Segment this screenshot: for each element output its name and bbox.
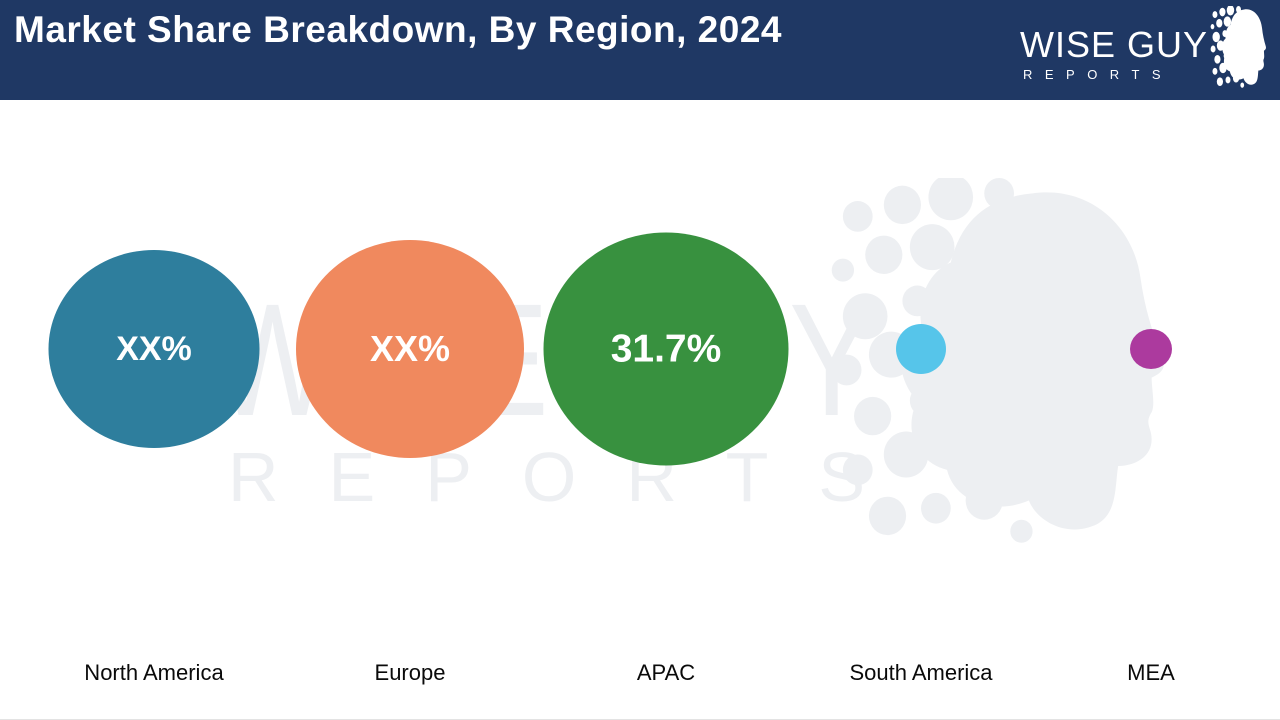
head-profile-dots-icon bbox=[1210, 6, 1266, 88]
bubble-value: 31.7% bbox=[610, 327, 722, 370]
bubble-circle: 31.7% bbox=[543, 232, 789, 466]
page-title: Market Share Breakdown, By Region, 2024 bbox=[14, 9, 782, 50]
bubble-circle: XX% bbox=[296, 240, 524, 458]
bubble-value: XX% bbox=[369, 328, 451, 369]
bubble-circle bbox=[896, 324, 946, 374]
watermark-subtitle: REPORTS bbox=[228, 438, 916, 516]
bubble-value: XX% bbox=[116, 329, 192, 368]
region-label: South America bbox=[849, 660, 993, 685]
wise-guy-logo: WISE GUY REPORTS bbox=[1020, 6, 1272, 92]
bubble-chart: WISE GUY REPORTS XX% North America XX% E… bbox=[0, 100, 1280, 720]
watermark-head-icon bbox=[831, 178, 1164, 543]
header-bar: Market Share Breakdown, By Region, 2024 … bbox=[0, 0, 1280, 100]
bubble-circle: XX% bbox=[48, 250, 260, 448]
logo-subtitle: REPORTS bbox=[1022, 66, 1174, 82]
bubble-circle bbox=[1130, 329, 1172, 369]
region-label: Europe bbox=[374, 660, 446, 685]
region-label: APAC bbox=[636, 660, 696, 685]
logo-title: WISE GUY bbox=[1019, 24, 1208, 66]
region-label: North America bbox=[84, 660, 224, 685]
logo-text: WISE GUY REPORTS bbox=[1020, 26, 1208, 82]
region-label: MEA bbox=[1127, 660, 1175, 685]
